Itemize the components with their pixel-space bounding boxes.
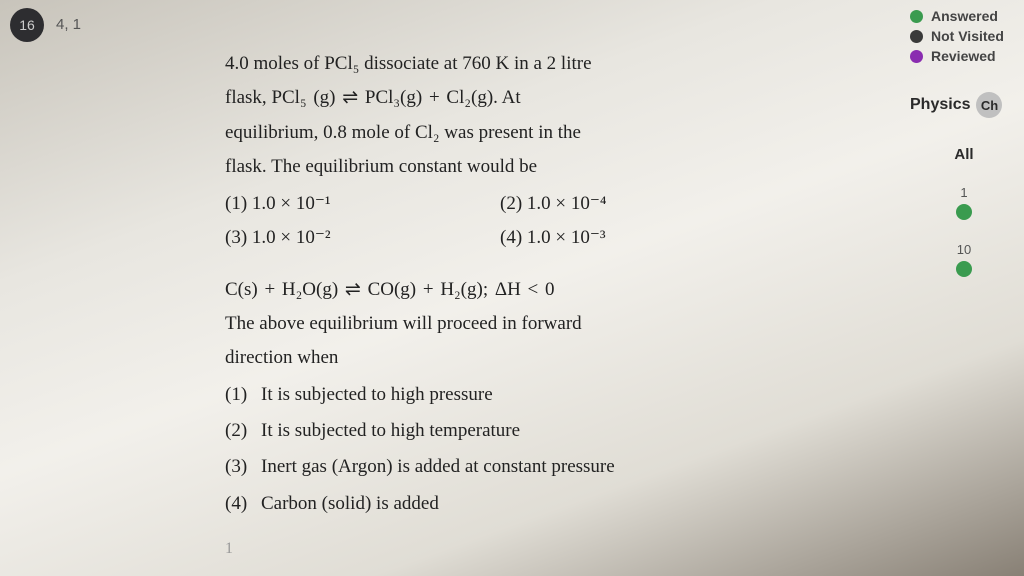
dot-notvisited-icon	[910, 30, 923, 43]
opt-text: It is subjected to high pressure	[261, 379, 775, 411]
q2-opt-1[interactable]: (1) It is subjected to high pressure	[225, 377, 775, 413]
opt-text: Carbon (solid) is added	[261, 488, 775, 520]
legend-not-visited: Not Visited	[904, 26, 1024, 46]
qnav-1[interactable]: 1	[904, 185, 1024, 220]
top-label: 4, 1	[56, 16, 81, 33]
q2-opt-2[interactable]: (2) It is subjected to high temperature	[225, 413, 775, 449]
opt-num: (2)	[225, 415, 261, 447]
q1-line1: 4.0 moles of PCl₅ dissociate at 760 K in…	[225, 48, 775, 80]
question-content: 4.0 moles of PCl₅ dissociate at 760 K in…	[225, 48, 775, 522]
qnav-number: 10	[904, 242, 1024, 257]
q1-line2: flask, PCl₅ (g) ⇌ PCl₃(g) + Cl₂(g). At	[225, 82, 775, 114]
q1-line4: flask. The equilibrium constant would be	[225, 151, 775, 183]
opt-num: (4)	[225, 488, 261, 520]
badge-number: 16	[19, 17, 35, 33]
q2-line2: direction when	[225, 342, 775, 374]
q1-line3: equilibrium, 0.8 mole of Cl₂ was present…	[225, 117, 775, 149]
subject-pill: Ch	[976, 92, 1002, 118]
dot-answered-icon	[910, 10, 923, 23]
page-footer-number: 1	[225, 540, 233, 558]
q2-opt-4[interactable]: (4) Carbon (solid) is added	[225, 486, 775, 522]
opt-num: (1)	[225, 379, 261, 411]
q1-opt-4[interactable]: (4) 1.0 × 10⁻³	[500, 221, 775, 255]
opt-text: Inert gas (Argon) is added at constant p…	[261, 451, 775, 483]
q2-options: (1) It is subjected to high pressure (2)…	[225, 377, 775, 522]
legend-label: Answered	[931, 8, 998, 24]
q1-options: (1) 1.0 × 10⁻¹ (2) 1.0 × 10⁻⁴ (3) 1.0 × …	[225, 187, 775, 256]
q1-equation: PCl₅ (g) ⇌ PCl₃(g) + Cl₂(g).	[271, 87, 497, 108]
q1-opt-3[interactable]: (3) 1.0 × 10⁻²	[225, 221, 500, 255]
legend-reviewed: Reviewed	[904, 46, 1024, 66]
q1-line2-pre: flask,	[225, 87, 271, 108]
subject-label: Physics	[910, 96, 970, 114]
dot-reviewed-icon	[910, 50, 923, 63]
question-index-badge: 16	[10, 8, 44, 42]
q2-line1: The above equilibrium will proceed in fo…	[225, 308, 775, 340]
qnav-10[interactable]: 10	[904, 242, 1024, 277]
subject-row[interactable]: Physics Ch	[904, 88, 1024, 122]
q1-line2-post: At	[502, 87, 521, 108]
opt-text: It is subjected to high temperature	[261, 415, 775, 447]
q1-opt-2[interactable]: (2) 1.0 × 10⁻⁴	[500, 187, 775, 221]
status-sidebar: Answered Not Visited Reviewed Physics Ch…	[904, 6, 1024, 277]
q2-opt-3[interactable]: (3) Inert gas (Argon) is added at consta…	[225, 449, 775, 485]
legend-label: Reviewed	[931, 48, 996, 64]
qnav-number: 1	[904, 185, 1024, 200]
opt-num: (3)	[225, 451, 261, 483]
legend-answered: Answered	[904, 6, 1024, 26]
q2-equation: C(s) + H₂O(g) ⇌ CO(g) + H₂(g); ΔH < 0	[225, 274, 775, 306]
qnav-status-icon	[956, 261, 972, 277]
q1-opt-1[interactable]: (1) 1.0 × 10⁻¹	[225, 187, 500, 221]
qnav-status-icon	[956, 204, 972, 220]
legend-label: Not Visited	[931, 28, 1004, 44]
all-label[interactable]: All	[904, 146, 1024, 163]
